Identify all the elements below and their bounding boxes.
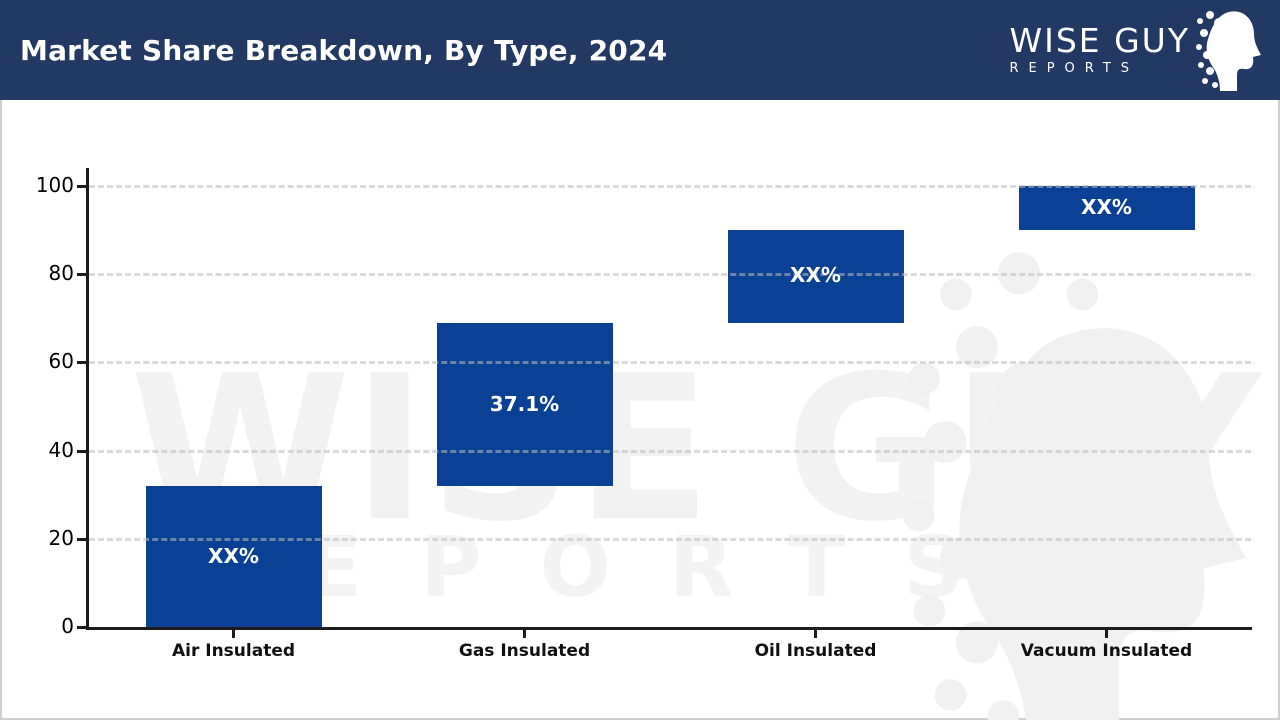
brand-name: WISE GUY	[1009, 21, 1190, 60]
header: Market Share Breakdown, By Type, 2024 WI…	[0, 0, 1280, 100]
x-tick-label: Gas Insulated	[458, 641, 591, 661]
brand-text: WISE GUY REPORTS	[1009, 24, 1190, 76]
brand-tagline: REPORTS	[1009, 61, 1140, 76]
y-tick-mark	[77, 626, 86, 629]
y-tick-mark	[77, 185, 86, 188]
x-tick-label: Vacuum Insulated	[1020, 641, 1193, 661]
y-tick-label: 40	[48, 437, 74, 462]
bar-label: 37.1%	[489, 391, 560, 416]
x-tick-mark	[523, 630, 526, 638]
gridline	[89, 537, 1251, 541]
y-tick-label: 0	[61, 614, 74, 638]
watermark-face-icon	[903, 252, 1246, 720]
x-tick-mark	[232, 630, 235, 638]
gridline	[89, 273, 1251, 277]
y-tick-label: 20	[48, 525, 74, 550]
y-tick-label: 80	[48, 261, 74, 286]
y-tick-mark	[77, 273, 86, 277]
bar-label: XX%	[790, 263, 841, 288]
gridline	[89, 185, 1251, 188]
gridline	[89, 449, 1251, 453]
y-tick-label: 60	[48, 349, 74, 374]
bar	[1018, 186, 1195, 231]
y-axis-line	[86, 168, 89, 630]
brand-head-icon	[1196, 11, 1261, 91]
bar	[436, 322, 613, 487]
x-tick-label: Air Insulated	[171, 641, 296, 661]
y-tick-mark	[77, 449, 86, 453]
y-tick-mark	[77, 361, 86, 365]
bar-label: XX%	[208, 543, 259, 568]
page-title: Market Share Breakdown, By Type, 2024	[20, 33, 668, 67]
gridline	[89, 361, 1251, 365]
y-tick-label: 100	[35, 173, 74, 197]
x-tick-mark	[1105, 630, 1108, 638]
x-tick-label: Oil Insulated	[754, 641, 877, 661]
x-axis-line	[86, 627, 1252, 630]
y-tick-mark	[77, 537, 86, 541]
bar	[727, 230, 904, 323]
bar-label: XX%	[1081, 195, 1132, 220]
brand-logo: WISE GUY REPORTS	[1009, 7, 1266, 93]
x-tick-mark	[814, 630, 817, 638]
bar	[145, 486, 322, 627]
